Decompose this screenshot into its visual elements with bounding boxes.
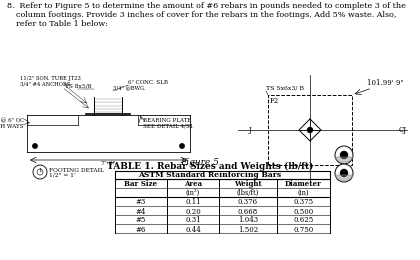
Text: BEARING PLATE: BEARING PLATE (143, 118, 192, 122)
Text: TS 8x5/8: TS 8x5/8 (65, 84, 91, 89)
Text: 8.  Refer to Figure 5 to determine the amount of #6 rebars in pounds needed to c: 8. Refer to Figure 5 to determine the am… (7, 2, 406, 10)
Text: 1: 1 (38, 168, 42, 173)
Text: 0.31: 0.31 (185, 217, 201, 224)
Text: Area: Area (184, 180, 202, 188)
Text: F2: F2 (270, 97, 279, 105)
Text: 1.043: 1.043 (238, 217, 258, 224)
Text: #4: #4 (136, 207, 146, 216)
Text: Bar Size: Bar Size (124, 180, 158, 188)
Text: 0.44: 0.44 (185, 225, 201, 233)
Text: Figure 5: Figure 5 (181, 158, 219, 167)
Text: (in): (in) (298, 189, 309, 197)
Text: 1/2" = 1': 1/2" = 1' (49, 172, 76, 178)
Text: 0.750: 0.750 (294, 225, 314, 233)
Text: 3/4" #4 ANCHORS: 3/4" #4 ANCHORS (20, 81, 71, 86)
Text: 3/4" @BWG.: 3/4" @BWG. (113, 86, 146, 91)
Text: 0.11: 0.11 (185, 198, 201, 206)
Text: #6: #6 (136, 225, 146, 233)
Text: column footings. Provide 3 inches of cover for the rebars in the footings. Add 5: column footings. Provide 3 inches of cov… (16, 11, 396, 19)
Circle shape (335, 146, 353, 164)
Text: #5: #5 (136, 217, 146, 224)
Text: 0.375: 0.375 (294, 198, 314, 206)
Text: 0.20: 0.20 (185, 207, 201, 216)
Polygon shape (335, 175, 353, 180)
Text: Diameter: Diameter (285, 180, 322, 188)
Text: (lbs/ft): (lbs/ft) (237, 189, 259, 197)
Text: #3: #3 (136, 198, 146, 206)
Circle shape (33, 144, 37, 148)
Text: 0.500: 0.500 (294, 207, 314, 216)
Circle shape (180, 144, 184, 148)
Text: 7' 6": 7' 6" (101, 161, 116, 166)
Circle shape (341, 170, 347, 177)
Text: BOTH WAYS: BOTH WAYS (0, 125, 24, 129)
Circle shape (307, 127, 312, 133)
Circle shape (341, 152, 347, 159)
Text: 0.376: 0.376 (238, 198, 258, 206)
Text: 0.625: 0.625 (294, 217, 314, 224)
Text: 11/2" SON. TUBE JT23: 11/2" SON. TUBE JT23 (20, 76, 81, 81)
Text: Weight: Weight (234, 180, 262, 188)
Bar (115, 171, 330, 179)
Text: refer to Table 1 below:: refer to Table 1 below: (16, 20, 108, 28)
Text: 6" CONC. SLB: 6" CONC. SLB (128, 80, 168, 85)
Text: SEE DETAIL 4/S1: SEE DETAIL 4/S1 (143, 124, 193, 128)
Circle shape (335, 164, 353, 182)
Text: (in²): (in²) (186, 189, 200, 197)
Text: 101.99' 9": 101.99' 9" (367, 79, 404, 87)
Text: TABLE 1. Rebar Sizes and Weights (lb/ft): TABLE 1. Rebar Sizes and Weights (lb/ft) (107, 162, 313, 171)
Text: J: J (249, 126, 252, 134)
Text: #6 @ 6" OC: #6 @ 6" OC (0, 118, 24, 124)
Bar (268, 95, 352, 165)
Polygon shape (335, 157, 353, 162)
Text: CJ: CJ (399, 126, 407, 134)
Text: 0.668: 0.668 (238, 207, 258, 216)
Text: FOOTING DETAIL: FOOTING DETAIL (49, 167, 104, 172)
Text: TS 5x6x3/ B: TS 5x6x3/ B (266, 85, 304, 90)
Text: ASTM Standard Reinforcing Bars: ASTM Standard Reinforcing Bars (138, 171, 282, 179)
Text: 1.502: 1.502 (238, 225, 258, 233)
